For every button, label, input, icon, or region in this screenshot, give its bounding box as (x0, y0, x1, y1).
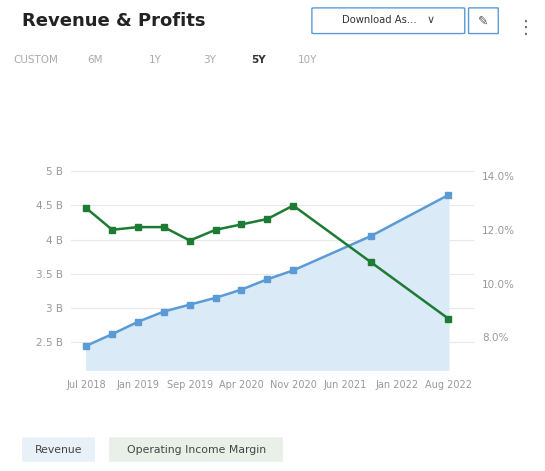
Text: ∨: ∨ (426, 15, 434, 25)
Text: 10Y: 10Y (298, 55, 318, 65)
Text: ✎: ✎ (478, 14, 489, 27)
FancyBboxPatch shape (21, 438, 96, 462)
Text: ⋮: ⋮ (517, 19, 535, 37)
Text: CUSTOM: CUSTOM (13, 55, 58, 65)
Text: 5Y: 5Y (252, 55, 266, 65)
Text: Revenue & Profits: Revenue & Profits (22, 12, 205, 30)
FancyBboxPatch shape (469, 8, 498, 33)
Text: Revenue: Revenue (35, 445, 82, 455)
Text: 1Y: 1Y (149, 55, 162, 65)
FancyBboxPatch shape (312, 8, 465, 33)
Text: 6M: 6M (88, 55, 103, 65)
Text: 3Y: 3Y (203, 55, 216, 65)
FancyBboxPatch shape (107, 438, 285, 462)
Text: Download As...: Download As... (342, 15, 416, 25)
Text: Operating Income Margin: Operating Income Margin (126, 445, 266, 455)
